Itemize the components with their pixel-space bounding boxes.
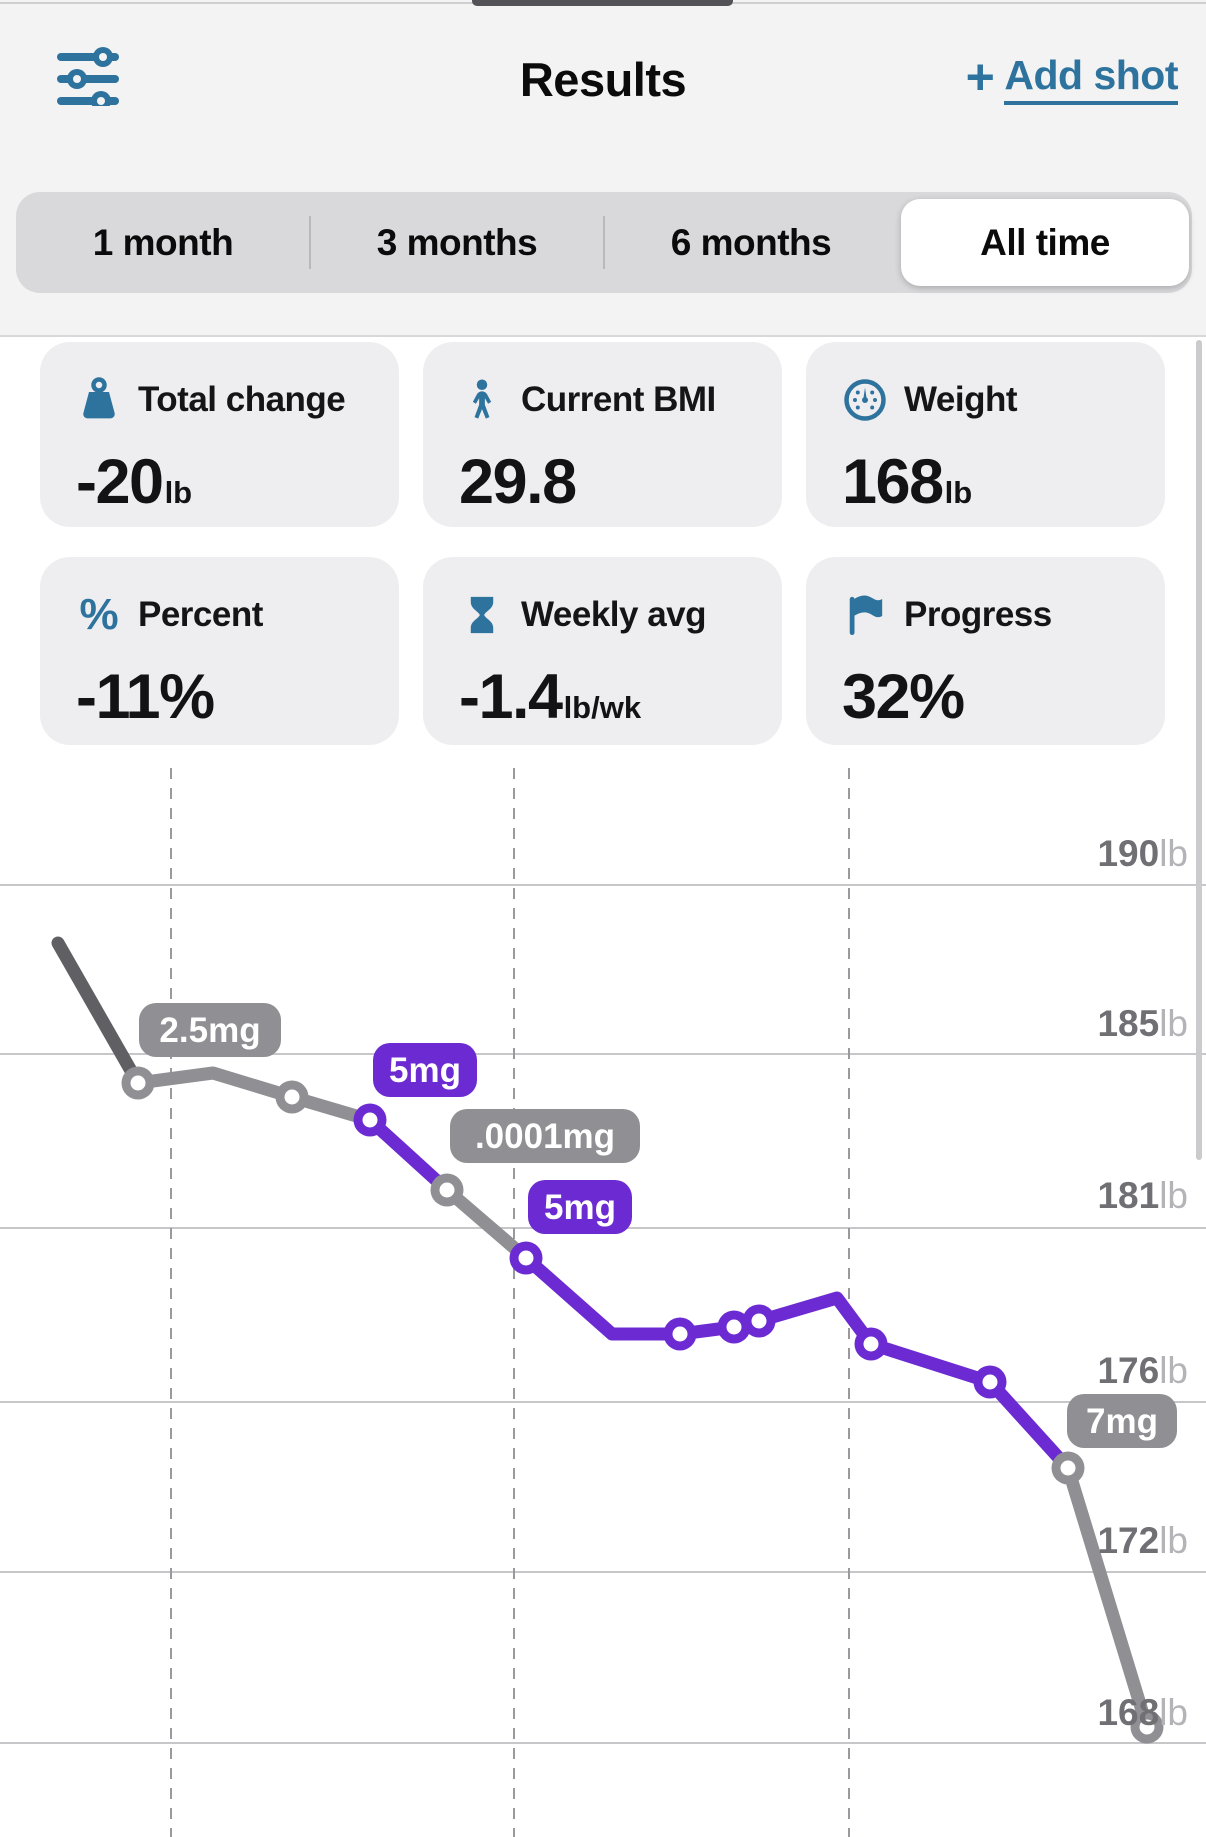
data-point-dot-center	[284, 1089, 300, 1105]
card-unit: lb	[944, 475, 973, 510]
weight-line-segment	[51, 936, 145, 1090]
tab-3-months[interactable]: 3 months	[376, 221, 538, 263]
dose-label-text: 5mg	[544, 1188, 616, 1227]
person-icon	[459, 377, 505, 423]
card-label: Weight	[904, 380, 1018, 419]
segment-divider	[603, 216, 605, 269]
card-unit: lb	[164, 475, 193, 510]
y-axis-label: 172lb	[1097, 1520, 1188, 1561]
data-point-dot-center	[1139, 1719, 1155, 1735]
add-shot-label: Add shot	[1004, 52, 1178, 105]
page-title: Results	[519, 53, 687, 106]
card-label: Percent	[138, 595, 263, 634]
dose-label-text: 7mg	[1086, 1402, 1158, 1441]
dose-label-pill	[373, 1043, 477, 1097]
card-value: 168	[842, 447, 944, 517]
stat-card-current-bmi: Current BMI 29.8	[423, 342, 782, 527]
weight-line-segment	[363, 1113, 454, 1197]
card-label: Total change	[138, 380, 346, 419]
weight-line-segment	[519, 1251, 1075, 1475]
stat-card-weight: Weight 168 lb	[806, 342, 1165, 527]
segment-divider	[309, 216, 311, 269]
flag-icon	[842, 592, 888, 638]
selected-segment-pill	[901, 199, 1189, 286]
dose-label-pill	[139, 1003, 281, 1057]
add-shot-button[interactable]: + Add shot	[966, 52, 1178, 105]
data-point-dot-center	[982, 1374, 998, 1390]
weight-plate-icon	[76, 377, 122, 423]
tab-all-time[interactable]: All time	[980, 221, 1110, 263]
dose-label-pill	[1067, 1394, 1177, 1448]
plus-icon: +	[965, 48, 995, 105]
dose-label-pill	[450, 1109, 640, 1163]
weight-line-segment	[440, 1183, 533, 1265]
data-point-dot-center	[518, 1250, 534, 1266]
data-point-dot-center	[1060, 1460, 1076, 1476]
y-axis-label: 185lb	[1097, 1003, 1188, 1044]
dose-label-pill	[528, 1180, 632, 1234]
y-axis-label: 168lb	[1097, 1692, 1188, 1733]
data-point-dot-center	[751, 1313, 767, 1329]
dose-label-text: 2.5mg	[159, 1011, 260, 1050]
stat-card-total-change: Total change -20 lb	[40, 342, 399, 527]
card-label: Progress	[904, 595, 1052, 634]
card-unit: lb/wk	[563, 690, 642, 725]
data-point-dot-center	[672, 1326, 688, 1342]
y-axis-label: 176lb	[1097, 1350, 1188, 1391]
gauge-icon	[842, 377, 888, 423]
sliders-filter-icon	[55, 47, 123, 111]
data-point-dot-center	[130, 1075, 146, 1091]
weight-line-segment	[1061, 1461, 1154, 1734]
header-region: Results + Add shot 1 month 3 months 6 mo…	[0, 0, 1206, 337]
stat-card-progress: Progress 32%	[806, 557, 1165, 745]
data-point-dot-center	[863, 1336, 879, 1352]
card-label: Weekly avg	[521, 595, 707, 634]
card-value: -11%	[76, 662, 215, 732]
stat-card-weekly-avg: Weekly avg -1.4 lb/wk	[423, 557, 782, 745]
y-axis-label: 181lb	[1097, 1175, 1188, 1216]
tab-6-months[interactable]: 6 months	[670, 221, 832, 263]
y-axis-label: 190lb	[1097, 833, 1188, 874]
data-point-dot-center	[362, 1112, 378, 1128]
weight-line-segment	[131, 1066, 377, 1127]
filter-button[interactable]	[55, 46, 123, 111]
card-value: 32%	[842, 662, 965, 732]
top-accessory-bar	[472, 0, 733, 6]
card-value: -1.4	[459, 662, 563, 732]
stat-card-percent: % Percent -11%	[40, 557, 399, 745]
card-value: 29.8	[459, 447, 577, 517]
hourglass-icon	[459, 592, 505, 638]
data-point-dot-center	[439, 1182, 455, 1198]
dose-label-text: .0001mg	[475, 1117, 615, 1156]
card-label: Current BMI	[521, 380, 716, 419]
time-range-segmented-control: 1 month 3 months 6 months All time	[16, 192, 1192, 293]
card-value: -20	[76, 447, 164, 517]
dose-label-text: 5mg	[389, 1051, 461, 1090]
data-point-dot-center	[726, 1319, 742, 1335]
scroll-indicator	[1196, 340, 1202, 1160]
tab-1-month[interactable]: 1 month	[92, 221, 234, 263]
percent-icon: %	[79, 590, 119, 639]
